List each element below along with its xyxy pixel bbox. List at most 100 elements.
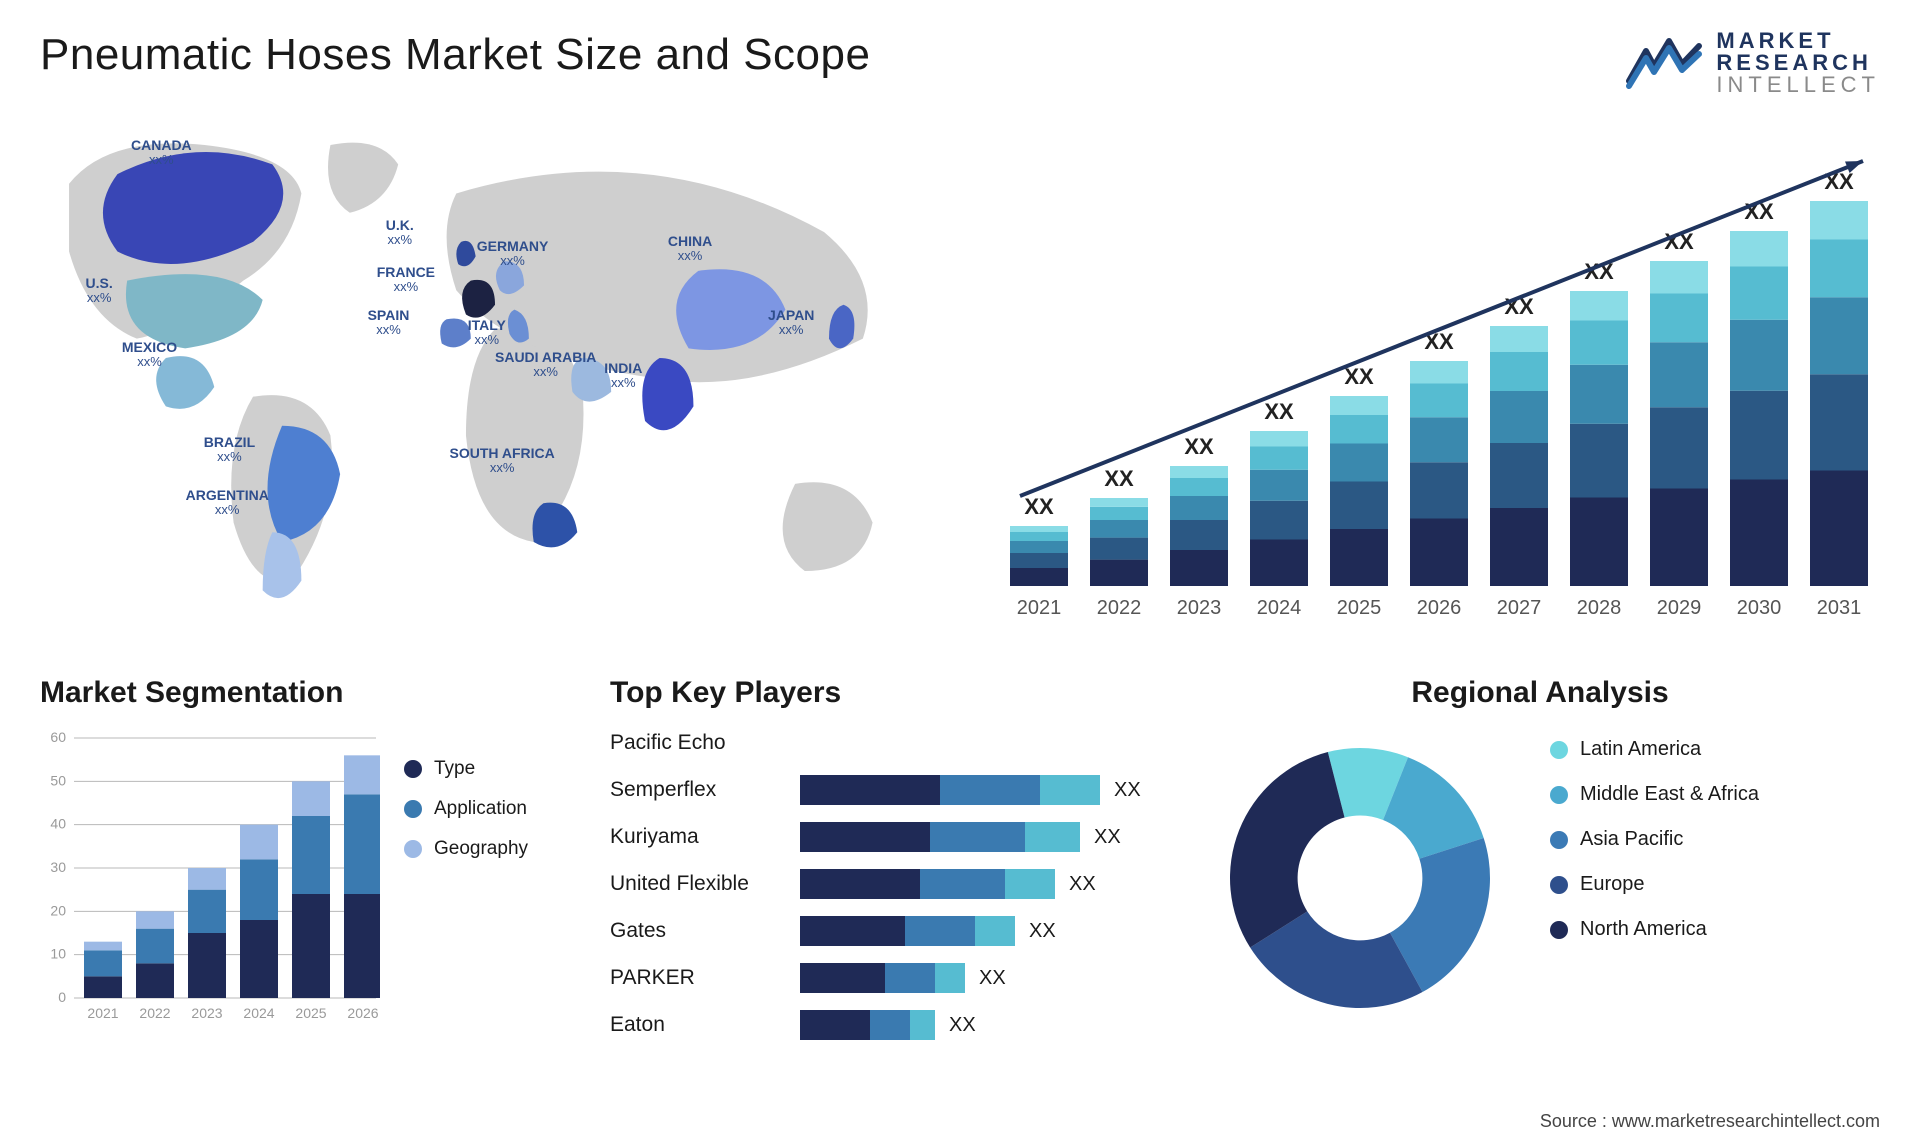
- world-map-panel: CANADAxx%U.S.xx%MEXICOxx%BRAZILxx%ARGENT…: [40, 116, 950, 646]
- growth-bar-seg: [1490, 508, 1548, 586]
- player-bar-seg: [930, 822, 1025, 852]
- regional-legend-item: Latin America: [1550, 738, 1759, 761]
- growth-bar-seg: [1810, 471, 1868, 587]
- map-label-argentina: ARGENTINAxx%: [186, 487, 269, 518]
- growth-bar-seg: [1810, 297, 1868, 374]
- player-bar-seg: [800, 869, 920, 899]
- growth-bar-seg: [1090, 560, 1148, 586]
- growth-year-label: 2031: [1817, 597, 1862, 619]
- legend-label: Europe: [1580, 873, 1645, 896]
- growth-bar-seg: [1730, 391, 1788, 480]
- player-bar-seg: [940, 775, 1040, 805]
- players-label-column: Pacific EchoSemperflexKuriyamaUnited Fle…: [610, 728, 780, 1057]
- seg-ytick: 40: [50, 816, 66, 832]
- player-bar-row: XX: [800, 963, 1170, 993]
- growth-bar-seg: [1650, 261, 1708, 294]
- brand-logo: MARKET RESEARCH INTELLECT: [1624, 30, 1880, 96]
- seg-bar-seg: [344, 894, 380, 998]
- growth-bar-seg: [1170, 550, 1228, 586]
- seg-bar-seg: [136, 963, 174, 998]
- regional-legend: Latin AmericaMiddle East & AfricaAsia Pa…: [1550, 728, 1759, 941]
- growth-bar-seg: [1010, 526, 1068, 532]
- growth-bar-seg: [1170, 496, 1228, 520]
- legend-swatch: [1550, 741, 1568, 759]
- player-label: Semperflex: [610, 775, 780, 805]
- growth-bar-seg: [1570, 291, 1628, 321]
- player-bar-row: XX: [800, 916, 1170, 946]
- growth-bar-seg: [1170, 520, 1228, 550]
- growth-bar-seg: [1730, 320, 1788, 391]
- player-label: Kuriyama: [610, 822, 780, 852]
- seg-bar-seg: [84, 976, 122, 998]
- growth-bar-seg: [1330, 529, 1388, 586]
- growth-bar-seg: [1650, 294, 1708, 343]
- growth-bar-seg: [1490, 443, 1548, 508]
- player-bar-seg: [800, 775, 940, 805]
- growth-bar-seg: [1730, 231, 1788, 267]
- growth-bar-seg: [1410, 384, 1468, 418]
- legend-label: Application: [434, 798, 527, 820]
- seg-bar-seg: [188, 933, 226, 998]
- seg-ytick: 50: [50, 772, 66, 788]
- growth-bar-seg: [1810, 201, 1868, 240]
- legend-swatch: [1550, 786, 1568, 804]
- player-label: PARKER: [610, 963, 780, 993]
- seg-xtick: 2021: [87, 1005, 118, 1021]
- regional-legend-item: North America: [1550, 918, 1759, 941]
- map-label-saudi-arabia: SAUDI ARABIAxx%: [495, 349, 596, 380]
- legend-label: Latin America: [1580, 738, 1701, 761]
- growth-bar-seg: [1170, 466, 1228, 478]
- player-bar-seg: [975, 916, 1015, 946]
- seg-bar-seg: [84, 942, 122, 951]
- map-label-canada: CANADAxx%: [131, 137, 192, 168]
- growth-bar-seg: [1010, 541, 1068, 553]
- country-safrica: [533, 503, 578, 548]
- player-label: Gates: [610, 916, 780, 946]
- seg-bar-seg: [188, 868, 226, 890]
- segmentation-legend-item: Application: [404, 798, 528, 820]
- growth-bar-seg: [1570, 365, 1628, 424]
- seg-bar-seg: [240, 859, 278, 920]
- map-label-china: CHINAxx%: [668, 233, 712, 264]
- player-value-label: XX: [979, 967, 1006, 990]
- page-title: Pneumatic Hoses Market Size and Scope: [40, 30, 870, 80]
- growth-bar-seg: [1410, 361, 1468, 384]
- seg-bar-seg: [136, 911, 174, 928]
- player-bar-row: XX: [800, 775, 1170, 805]
- seg-bar-seg: [240, 920, 278, 998]
- map-label-mexico: MEXICOxx%: [122, 339, 177, 370]
- legend-swatch: [1550, 876, 1568, 894]
- growth-bar-seg: [1250, 501, 1308, 540]
- growth-bar-seg: [1490, 326, 1548, 352]
- player-bar-seg: [1040, 775, 1100, 805]
- regional-title: Regional Analysis: [1200, 676, 1880, 710]
- map-label-south-africa: SOUTH AFRICAxx%: [450, 445, 555, 476]
- growth-bar-seg: [1730, 267, 1788, 320]
- map-label-spain: SPAINxx%: [368, 307, 410, 338]
- growth-bar-seg: [1330, 415, 1388, 444]
- growth-bar-label: XX: [1024, 494, 1054, 519]
- growth-year-label: 2030: [1737, 597, 1782, 619]
- growth-bar-seg: [1250, 447, 1308, 470]
- player-label: Pacific Echo: [610, 728, 780, 758]
- player-bar-seg: [910, 1010, 935, 1040]
- growth-bar-seg: [1090, 498, 1148, 507]
- growth-chart-panel: XX2021XX2022XX2023XX2024XX2025XX2026XX20…: [980, 116, 1880, 646]
- player-value-label: XX: [1114, 779, 1141, 802]
- legend-swatch: [404, 840, 422, 858]
- key-players-title: Top Key Players: [610, 676, 1170, 710]
- segmentation-legend: Type Application Geography: [404, 728, 528, 1028]
- growth-bar-seg: [1330, 396, 1388, 415]
- regional-legend-item: Middle East & Africa: [1550, 783, 1759, 806]
- growth-year-label: 2022: [1097, 597, 1142, 619]
- seg-xtick: 2023: [191, 1005, 222, 1021]
- legend-label: Type: [434, 758, 475, 780]
- growth-bar-seg: [1250, 470, 1308, 501]
- player-bar-seg: [905, 916, 975, 946]
- seg-xtick: 2026: [347, 1005, 378, 1021]
- growth-bar-label: XX: [1344, 364, 1374, 389]
- legend-label: Geography: [434, 838, 528, 860]
- map-label-japan: JAPANxx%: [768, 307, 814, 338]
- map-label-italy: ITALYxx%: [468, 317, 506, 348]
- map-label-india: INDIAxx%: [604, 360, 642, 391]
